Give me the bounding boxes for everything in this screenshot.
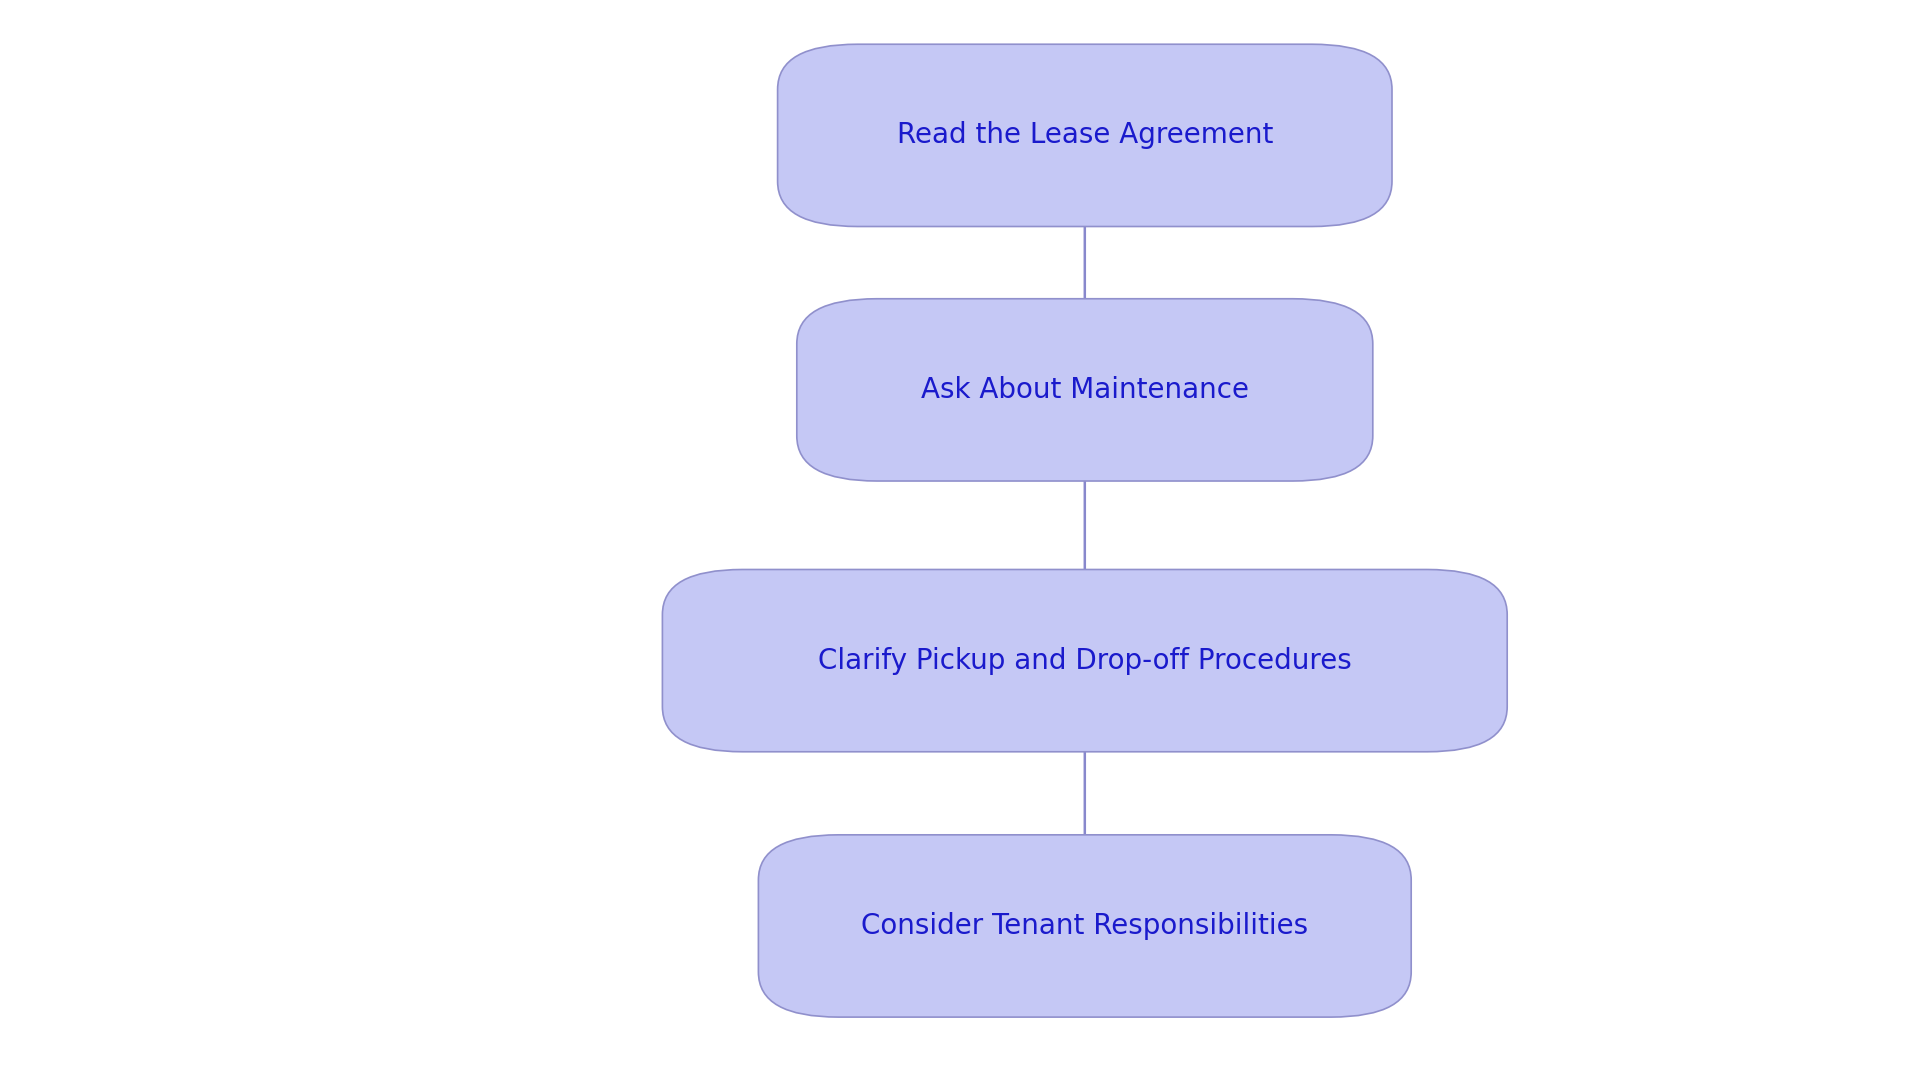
Text: Clarify Pickup and Drop-off Procedures: Clarify Pickup and Drop-off Procedures xyxy=(818,647,1352,675)
FancyBboxPatch shape xyxy=(797,299,1373,481)
FancyBboxPatch shape xyxy=(662,570,1507,752)
FancyBboxPatch shape xyxy=(778,44,1392,226)
FancyBboxPatch shape xyxy=(758,835,1411,1017)
Text: Read the Lease Agreement: Read the Lease Agreement xyxy=(897,121,1273,149)
Text: Consider Tenant Responsibilities: Consider Tenant Responsibilities xyxy=(862,912,1308,940)
Text: Ask About Maintenance: Ask About Maintenance xyxy=(922,376,1248,404)
